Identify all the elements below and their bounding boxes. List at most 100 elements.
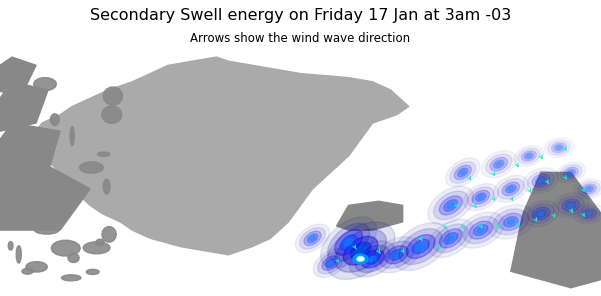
Ellipse shape: [344, 239, 353, 246]
Polygon shape: [8, 242, 13, 250]
Polygon shape: [0, 73, 21, 80]
Polygon shape: [86, 269, 99, 274]
Ellipse shape: [490, 157, 508, 171]
Ellipse shape: [538, 212, 543, 215]
Ellipse shape: [538, 179, 543, 183]
Polygon shape: [103, 87, 123, 105]
Ellipse shape: [567, 169, 575, 176]
Ellipse shape: [445, 158, 480, 187]
Ellipse shape: [569, 203, 573, 207]
Polygon shape: [0, 76, 22, 93]
Ellipse shape: [460, 170, 465, 175]
Ellipse shape: [517, 148, 540, 164]
Ellipse shape: [523, 201, 559, 226]
Ellipse shape: [582, 209, 596, 219]
Polygon shape: [13, 173, 17, 191]
Ellipse shape: [587, 187, 591, 190]
Ellipse shape: [304, 231, 321, 245]
Ellipse shape: [373, 237, 420, 273]
Polygon shape: [0, 57, 36, 90]
Ellipse shape: [335, 229, 386, 272]
Ellipse shape: [359, 258, 362, 260]
Ellipse shape: [585, 186, 593, 192]
Ellipse shape: [569, 171, 573, 174]
Ellipse shape: [532, 174, 550, 187]
Ellipse shape: [463, 184, 498, 211]
Ellipse shape: [447, 235, 454, 241]
Ellipse shape: [433, 191, 468, 220]
Polygon shape: [0, 156, 90, 230]
Polygon shape: [102, 106, 122, 123]
Ellipse shape: [505, 185, 516, 193]
Ellipse shape: [478, 195, 483, 199]
Polygon shape: [50, 114, 59, 125]
Ellipse shape: [447, 202, 454, 208]
Polygon shape: [79, 162, 103, 173]
Ellipse shape: [504, 217, 518, 227]
Ellipse shape: [566, 202, 576, 209]
Polygon shape: [29, 171, 44, 179]
Ellipse shape: [477, 227, 484, 233]
Ellipse shape: [535, 210, 546, 218]
Ellipse shape: [463, 217, 498, 244]
Polygon shape: [511, 172, 601, 288]
Ellipse shape: [560, 165, 582, 180]
Polygon shape: [0, 106, 12, 120]
Ellipse shape: [450, 162, 475, 183]
Polygon shape: [68, 253, 79, 263]
Text: Secondary Swell energy on Friday 17 Jan at 3am -03: Secondary Swell energy on Friday 17 Jan …: [90, 8, 511, 23]
Text: Arrows show the wind wave direction: Arrows show the wind wave direction: [191, 32, 410, 45]
Ellipse shape: [392, 223, 450, 271]
Ellipse shape: [486, 154, 512, 174]
Ellipse shape: [474, 225, 488, 236]
Ellipse shape: [493, 160, 504, 168]
Ellipse shape: [587, 212, 591, 215]
Polygon shape: [0, 146, 10, 157]
Ellipse shape: [522, 151, 536, 161]
Ellipse shape: [428, 219, 474, 258]
Polygon shape: [22, 268, 33, 274]
Ellipse shape: [393, 252, 400, 258]
Ellipse shape: [548, 140, 570, 155]
Ellipse shape: [326, 222, 395, 279]
Polygon shape: [16, 246, 21, 263]
Ellipse shape: [468, 187, 494, 207]
Ellipse shape: [498, 179, 524, 199]
Ellipse shape: [318, 252, 343, 274]
Ellipse shape: [349, 241, 396, 277]
Ellipse shape: [361, 250, 384, 268]
Ellipse shape: [525, 153, 533, 159]
Ellipse shape: [496, 162, 501, 166]
Polygon shape: [102, 227, 117, 242]
Ellipse shape: [444, 233, 457, 244]
Ellipse shape: [357, 256, 364, 261]
Ellipse shape: [369, 256, 376, 262]
Ellipse shape: [355, 245, 390, 273]
Polygon shape: [103, 179, 110, 194]
Ellipse shape: [406, 235, 435, 258]
Ellipse shape: [439, 196, 462, 215]
Polygon shape: [30, 57, 409, 255]
Ellipse shape: [320, 217, 377, 268]
Polygon shape: [51, 240, 81, 256]
Ellipse shape: [340, 235, 357, 250]
Ellipse shape: [555, 145, 563, 151]
Polygon shape: [83, 242, 110, 254]
Ellipse shape: [528, 204, 554, 223]
Polygon shape: [96, 239, 104, 245]
Polygon shape: [337, 201, 403, 230]
Ellipse shape: [300, 228, 325, 249]
Ellipse shape: [457, 212, 504, 248]
Ellipse shape: [350, 242, 371, 259]
Ellipse shape: [310, 236, 315, 240]
Ellipse shape: [343, 236, 378, 265]
Ellipse shape: [328, 223, 370, 262]
Polygon shape: [25, 140, 37, 152]
Polygon shape: [30, 163, 37, 180]
Ellipse shape: [385, 246, 408, 264]
Ellipse shape: [585, 211, 593, 217]
Ellipse shape: [502, 182, 520, 196]
Ellipse shape: [532, 207, 550, 220]
Ellipse shape: [475, 193, 486, 201]
Ellipse shape: [379, 241, 414, 268]
